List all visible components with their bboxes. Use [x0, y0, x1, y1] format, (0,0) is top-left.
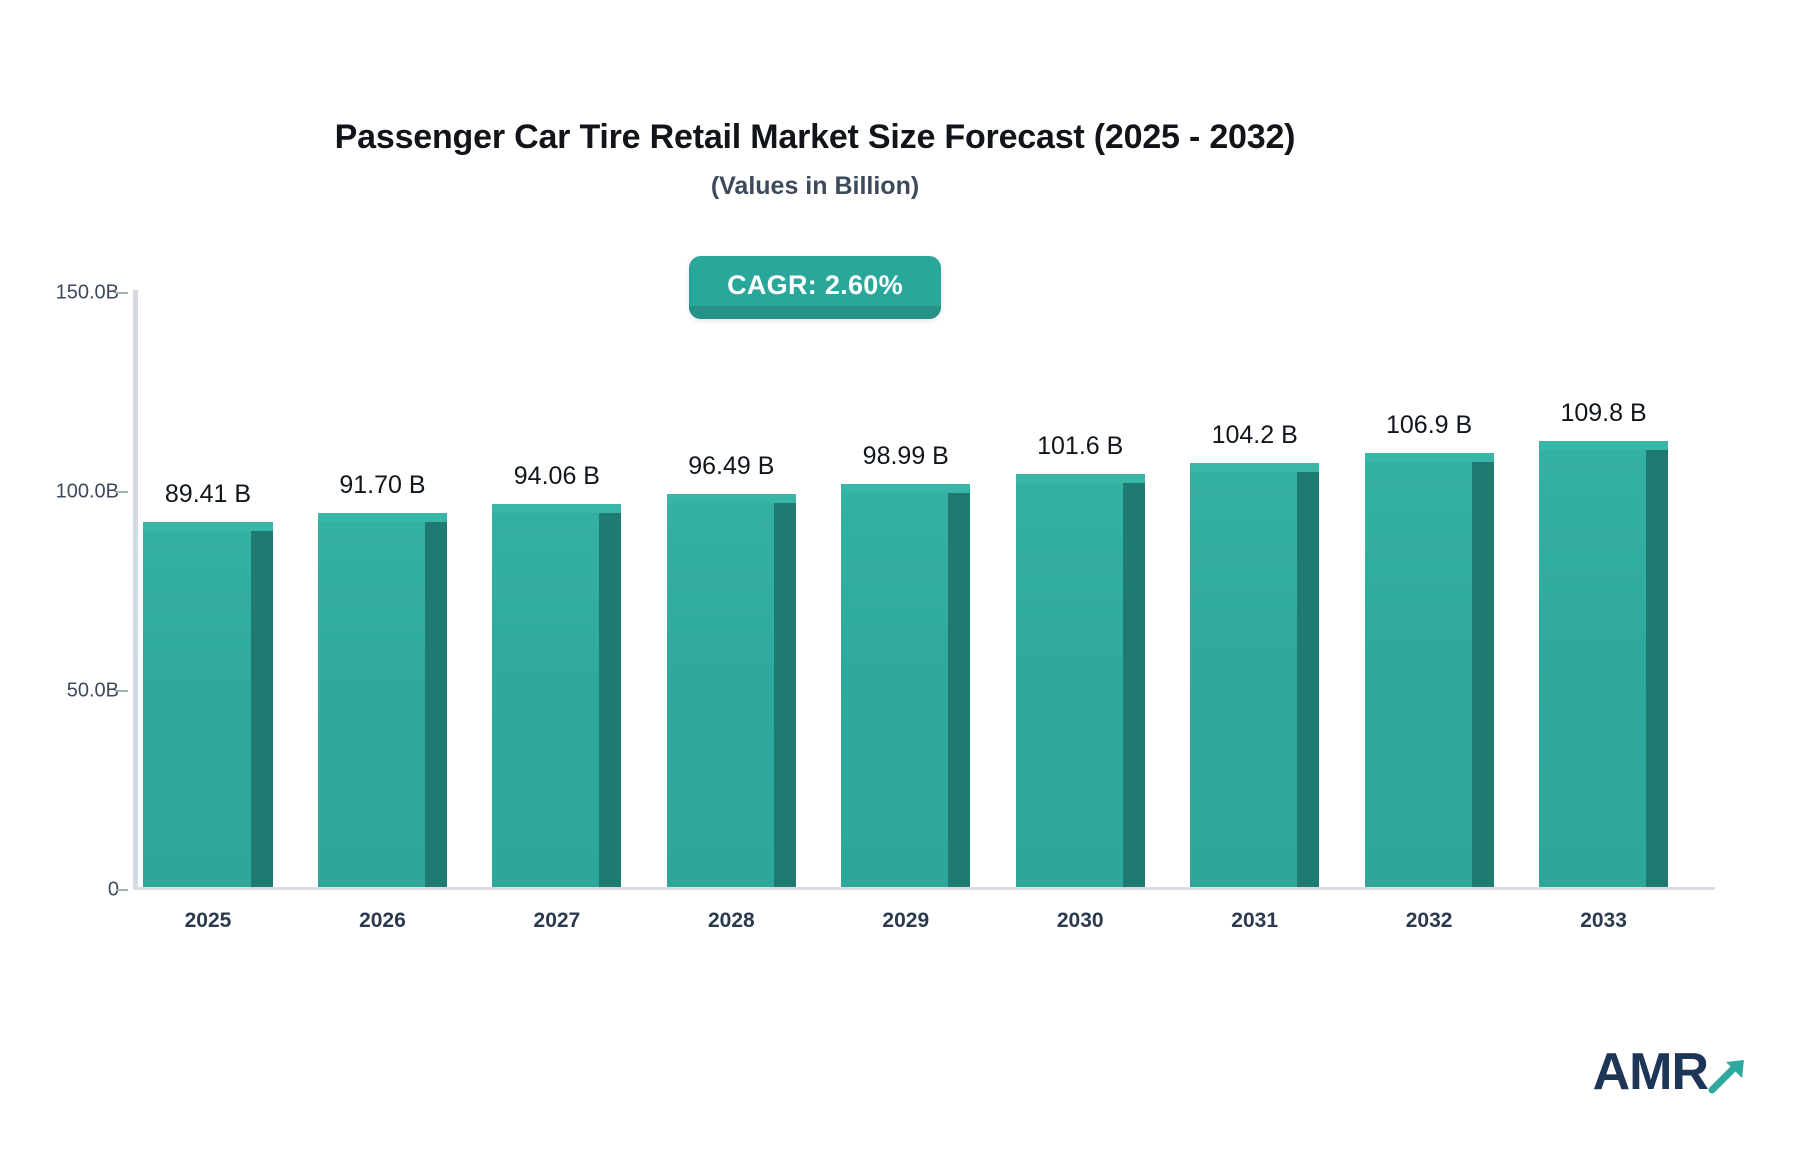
- bar-value-label: 104.2 B: [1211, 421, 1298, 450]
- bar-value-label: 109.8 B: [1560, 399, 1647, 427]
- bar-top-face: [143, 522, 273, 532]
- bar[interactable]: [1539, 441, 1669, 887]
- bar[interactable]: [1190, 463, 1320, 887]
- bar[interactable]: [143, 522, 273, 887]
- bar-top-face: [1015, 473, 1145, 483]
- bar[interactable]: [841, 484, 971, 887]
- bar-value-label: 96.49 B: [688, 451, 775, 480]
- bar-top-face: [841, 484, 971, 494]
- bar[interactable]: [1364, 452, 1494, 887]
- bar-group: 98.99 B 2029: [841, 290, 971, 932]
- x-axis-tick-label: 2030: [1056, 909, 1104, 932]
- cagr-badge-label: CAGR: 2.60%: [727, 270, 903, 300]
- chart-subtitle: (Values in Billion): [710, 172, 920, 200]
- bar-side-face: [1646, 450, 1669, 887]
- bar-value-label: 91.70 B: [339, 471, 426, 500]
- bar[interactable]: [317, 513, 447, 887]
- x-axis-tick-label: 2031: [1231, 909, 1279, 932]
- x-axis-tick-label: 2025: [184, 909, 232, 932]
- y-axis-tick-label: 50.0B: [66, 679, 119, 702]
- bar-value-label: 106.9 B: [1386, 410, 1473, 439]
- bar-group: 104.2 B 2031: [1190, 290, 1320, 932]
- x-axis-tick-label: 2026: [359, 909, 406, 932]
- bar-value-label: 89.41 B: [164, 480, 252, 509]
- y-axis-tick-mark: [116, 690, 128, 692]
- bar-value-label: 98.99 B: [862, 442, 949, 471]
- bar-top-face: [1190, 463, 1320, 473]
- y-axis-line: [133, 290, 138, 890]
- x-axis-tick-label: 2032: [1405, 909, 1453, 932]
- bar-side-face: [948, 493, 971, 887]
- bar-top-face: [317, 513, 447, 523]
- bar-side-face: [773, 502, 796, 887]
- y-axis-tick-label: 150.0B: [55, 281, 119, 304]
- x-axis-line: [133, 887, 1715, 890]
- bar-group: 96.49 B 2028: [666, 290, 796, 932]
- bar-top-face: [1364, 452, 1494, 462]
- bar-side-face: [1471, 461, 1494, 887]
- bar-group: 94.06 B 2027: [492, 290, 622, 932]
- bar-group: 109.8 B 2033: [1539, 290, 1669, 932]
- amr-logo: AMR: [1593, 1044, 1752, 1100]
- y-axis-tick-label: 100.0B: [55, 480, 119, 503]
- bar-side-face: [250, 531, 273, 887]
- bar-side-face: [599, 512, 622, 887]
- bar[interactable]: [666, 493, 796, 887]
- y-axis-tick-mark: [116, 889, 128, 891]
- plot-area: 150.0B 100.0B 50.0B 0 89.41 B 2025 91.70 B 202…: [56, 282, 1715, 932]
- bar-top-face: [1539, 441, 1669, 450]
- x-axis-tick-label: 2027: [533, 909, 581, 932]
- bar-group: 89.41 B 2025: [143, 290, 273, 932]
- bar-series: 89.41 B 2025 91.70 B 2026 94.06 B 2027 96.49 B…: [133, 290, 1703, 932]
- y-axis-tick-mark: [116, 292, 128, 294]
- bar[interactable]: [1015, 473, 1145, 887]
- amr-logo-text: AMR: [1592, 1043, 1709, 1101]
- x-axis-tick-label: 2029: [882, 909, 930, 932]
- y-axis-tick-label: 0: [107, 878, 119, 901]
- bar-top-face: [666, 493, 796, 503]
- bar[interactable]: [492, 503, 622, 887]
- bar-group: 106.9 B 2032: [1364, 290, 1494, 932]
- bar-side-face: [1122, 482, 1145, 887]
- cagr-badge[interactable]: CAGR: 2.60%: [689, 256, 941, 319]
- bar-side-face: [1297, 472, 1320, 887]
- bar-value-label: 101.6 B: [1037, 431, 1124, 460]
- x-axis-tick-label: 2033: [1580, 909, 1627, 932]
- trend-up-arrow-icon: [1708, 1060, 1744, 1094]
- x-axis-tick-label: 2028: [707, 909, 755, 932]
- chart-title: Passenger Car Tire Retail Market Size Fo…: [334, 118, 1296, 156]
- cagr-badge-wrapper: CAGR: 2.60%: [0, 256, 1630, 319]
- bar-group: 101.6 B 2030: [1015, 290, 1145, 932]
- bar-group: 91.70 B 2026: [317, 290, 447, 932]
- bar-top-face: [492, 503, 622, 513]
- y-axis-tick-mark: [116, 491, 128, 493]
- bar-value-label: 94.06 B: [513, 461, 600, 490]
- bar-side-face: [424, 522, 447, 887]
